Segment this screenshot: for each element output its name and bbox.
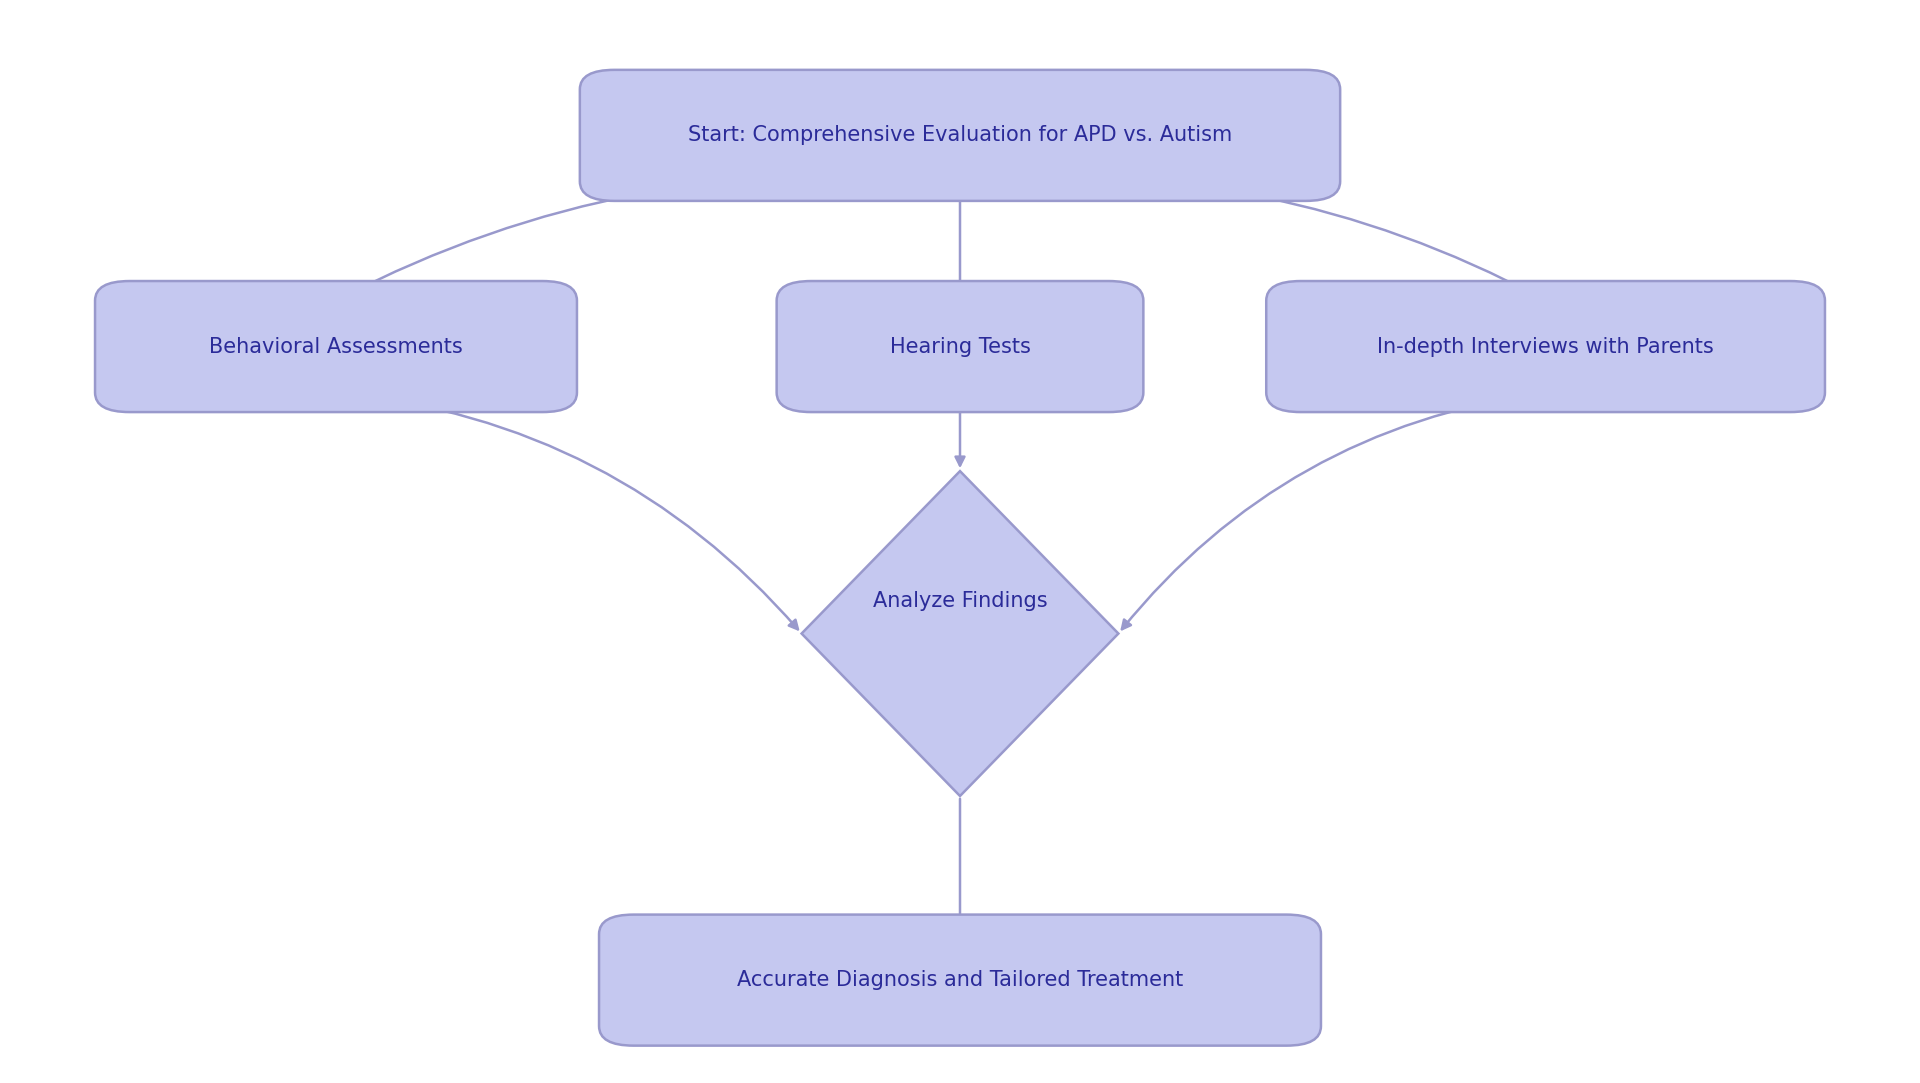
- Text: Hearing Tests: Hearing Tests: [889, 337, 1031, 356]
- Polygon shape: [801, 471, 1117, 796]
- FancyBboxPatch shape: [1267, 282, 1824, 412]
- Text: Accurate Diagnosis and Tailored Treatment: Accurate Diagnosis and Tailored Treatmen…: [737, 970, 1183, 990]
- FancyBboxPatch shape: [580, 70, 1340, 201]
- Text: Analyze Findings: Analyze Findings: [874, 591, 1046, 611]
- Text: Start: Comprehensive Evaluation for APD vs. Autism: Start: Comprehensive Evaluation for APD …: [687, 126, 1233, 145]
- FancyBboxPatch shape: [599, 914, 1321, 1046]
- Text: Behavioral Assessments: Behavioral Assessments: [209, 337, 463, 356]
- FancyBboxPatch shape: [94, 282, 576, 412]
- FancyBboxPatch shape: [776, 282, 1142, 412]
- Text: In-depth Interviews with Parents: In-depth Interviews with Parents: [1377, 337, 1715, 356]
